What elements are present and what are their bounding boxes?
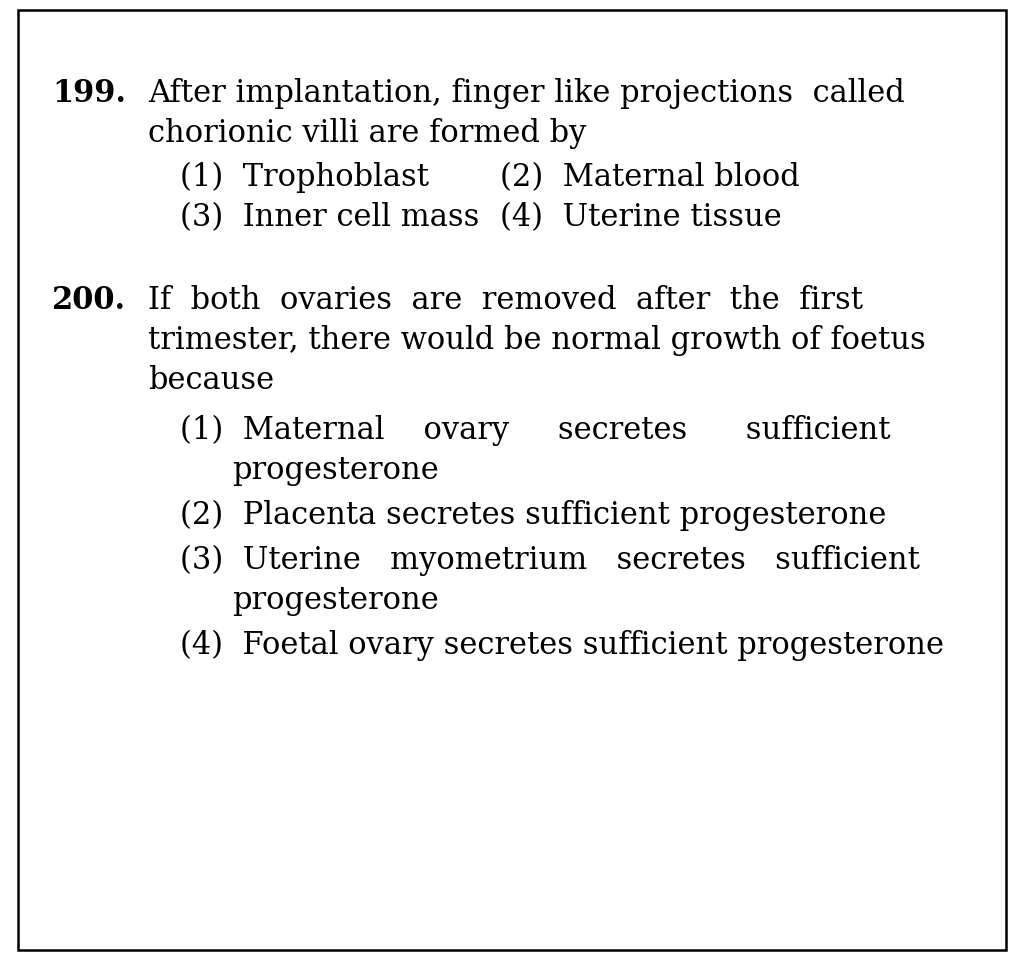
Text: (3)  Inner cell mass: (3) Inner cell mass	[180, 202, 479, 233]
Text: (2)  Placenta secretes sufficient progesterone: (2) Placenta secretes sufficient progest…	[180, 500, 887, 531]
Text: (2)  Maternal blood: (2) Maternal blood	[500, 162, 800, 193]
Text: because: because	[148, 365, 274, 396]
Text: progesterone: progesterone	[232, 585, 438, 616]
Text: (1)  Trophoblast: (1) Trophoblast	[180, 162, 429, 193]
Text: 200.: 200.	[52, 285, 126, 316]
Text: If  both  ovaries  are  removed  after  the  first: If both ovaries are removed after the fi…	[148, 285, 863, 316]
Text: 199.: 199.	[52, 78, 126, 109]
Text: (4)  Uterine tissue: (4) Uterine tissue	[500, 202, 781, 233]
Text: (1)  Maternal    ovary     secretes      sufficient: (1) Maternal ovary secretes sufficient	[180, 415, 891, 446]
Text: (3)  Uterine   myometrium   secretes   sufficient: (3) Uterine myometrium secretes sufficie…	[180, 545, 920, 577]
Text: trimester, there would be normal growth of foetus: trimester, there would be normal growth …	[148, 325, 926, 356]
Text: After implantation, finger like projections  called: After implantation, finger like projecti…	[148, 78, 905, 109]
Text: (4)  Foetal ovary secretes sufficient progesterone: (4) Foetal ovary secretes sufficient pro…	[180, 630, 944, 661]
Text: progesterone: progesterone	[232, 455, 438, 486]
Text: chorionic villi are formed by: chorionic villi are formed by	[148, 118, 587, 149]
